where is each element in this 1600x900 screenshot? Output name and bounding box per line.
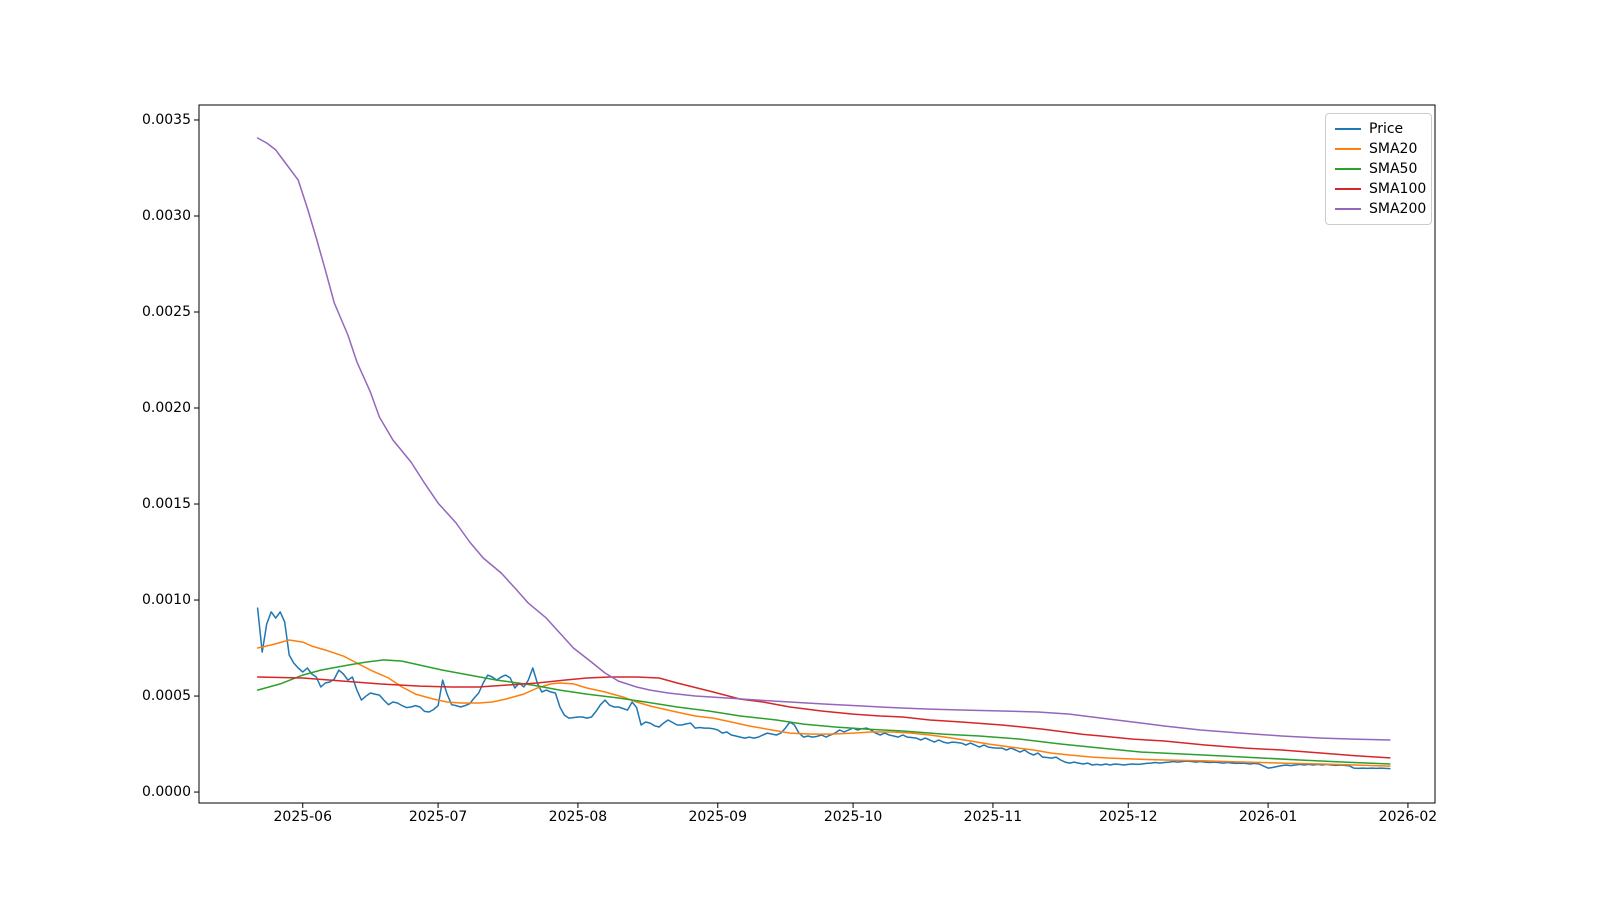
axes-frame bbox=[198, 104, 1436, 804]
legend-line-swatch-sma20 bbox=[1335, 148, 1361, 150]
x-tick-label: 2025-06 bbox=[273, 809, 333, 825]
y-tick-label: 0.0005 bbox=[142, 688, 191, 705]
x-tick-label: 2026-02 bbox=[1378, 809, 1438, 825]
y-tick-label: 0.0030 bbox=[142, 207, 191, 224]
legend-item-price: Price bbox=[1335, 119, 1425, 139]
legend-item-sma100: SMA100 bbox=[1335, 179, 1427, 199]
legend-label: SMA100 bbox=[1369, 181, 1427, 197]
legend-line-swatch-sma50 bbox=[1335, 168, 1361, 170]
x-tick-label: 2025-08 bbox=[548, 809, 608, 825]
x-tick-label: 2025-07 bbox=[408, 809, 468, 825]
legend-label: SMA50 bbox=[1369, 161, 1418, 177]
y-tick-label: 0.0010 bbox=[142, 592, 191, 609]
x-tick-label: 2025-10 bbox=[823, 809, 883, 825]
legend-label: Price bbox=[1369, 121, 1404, 137]
legend-label: SMA20 bbox=[1369, 141, 1418, 157]
y-tick-label: 0.0025 bbox=[142, 303, 191, 320]
legend: Price SMA20 SMA50 SMA100 SMA200 bbox=[1325, 113, 1432, 225]
legend-line-swatch-sma100 bbox=[1335, 188, 1361, 190]
legend-item-sma20: SMA20 bbox=[1335, 139, 1425, 159]
x-tick-label: 2025-11 bbox=[963, 809, 1023, 825]
series-line-sma100 bbox=[256, 676, 1391, 759]
legend-item-sma50: SMA50 bbox=[1335, 159, 1425, 179]
series-line-sma20 bbox=[256, 639, 1391, 767]
y-tick-label: 0.0035 bbox=[142, 111, 191, 128]
series-line-sma50 bbox=[256, 659, 1391, 765]
legend-line-swatch-sma200 bbox=[1335, 208, 1361, 210]
y-tick-label: 0.0020 bbox=[142, 400, 191, 416]
legend-label: SMA200 bbox=[1369, 201, 1427, 217]
legend-line-swatch-price bbox=[1335, 128, 1361, 130]
x-tick-label: 2026-01 bbox=[1238, 809, 1298, 825]
y-tick-label: 0.0015 bbox=[142, 496, 191, 513]
series-line-price bbox=[256, 607, 1391, 770]
legend-item-sma200: SMA200 bbox=[1335, 199, 1427, 219]
x-tick-label: 2025-12 bbox=[1099, 809, 1158, 825]
x-tick-label: 2025-09 bbox=[688, 809, 748, 825]
series-line-sma200 bbox=[256, 137, 1391, 741]
y-tick-label: 0.0000 bbox=[142, 784, 191, 801]
